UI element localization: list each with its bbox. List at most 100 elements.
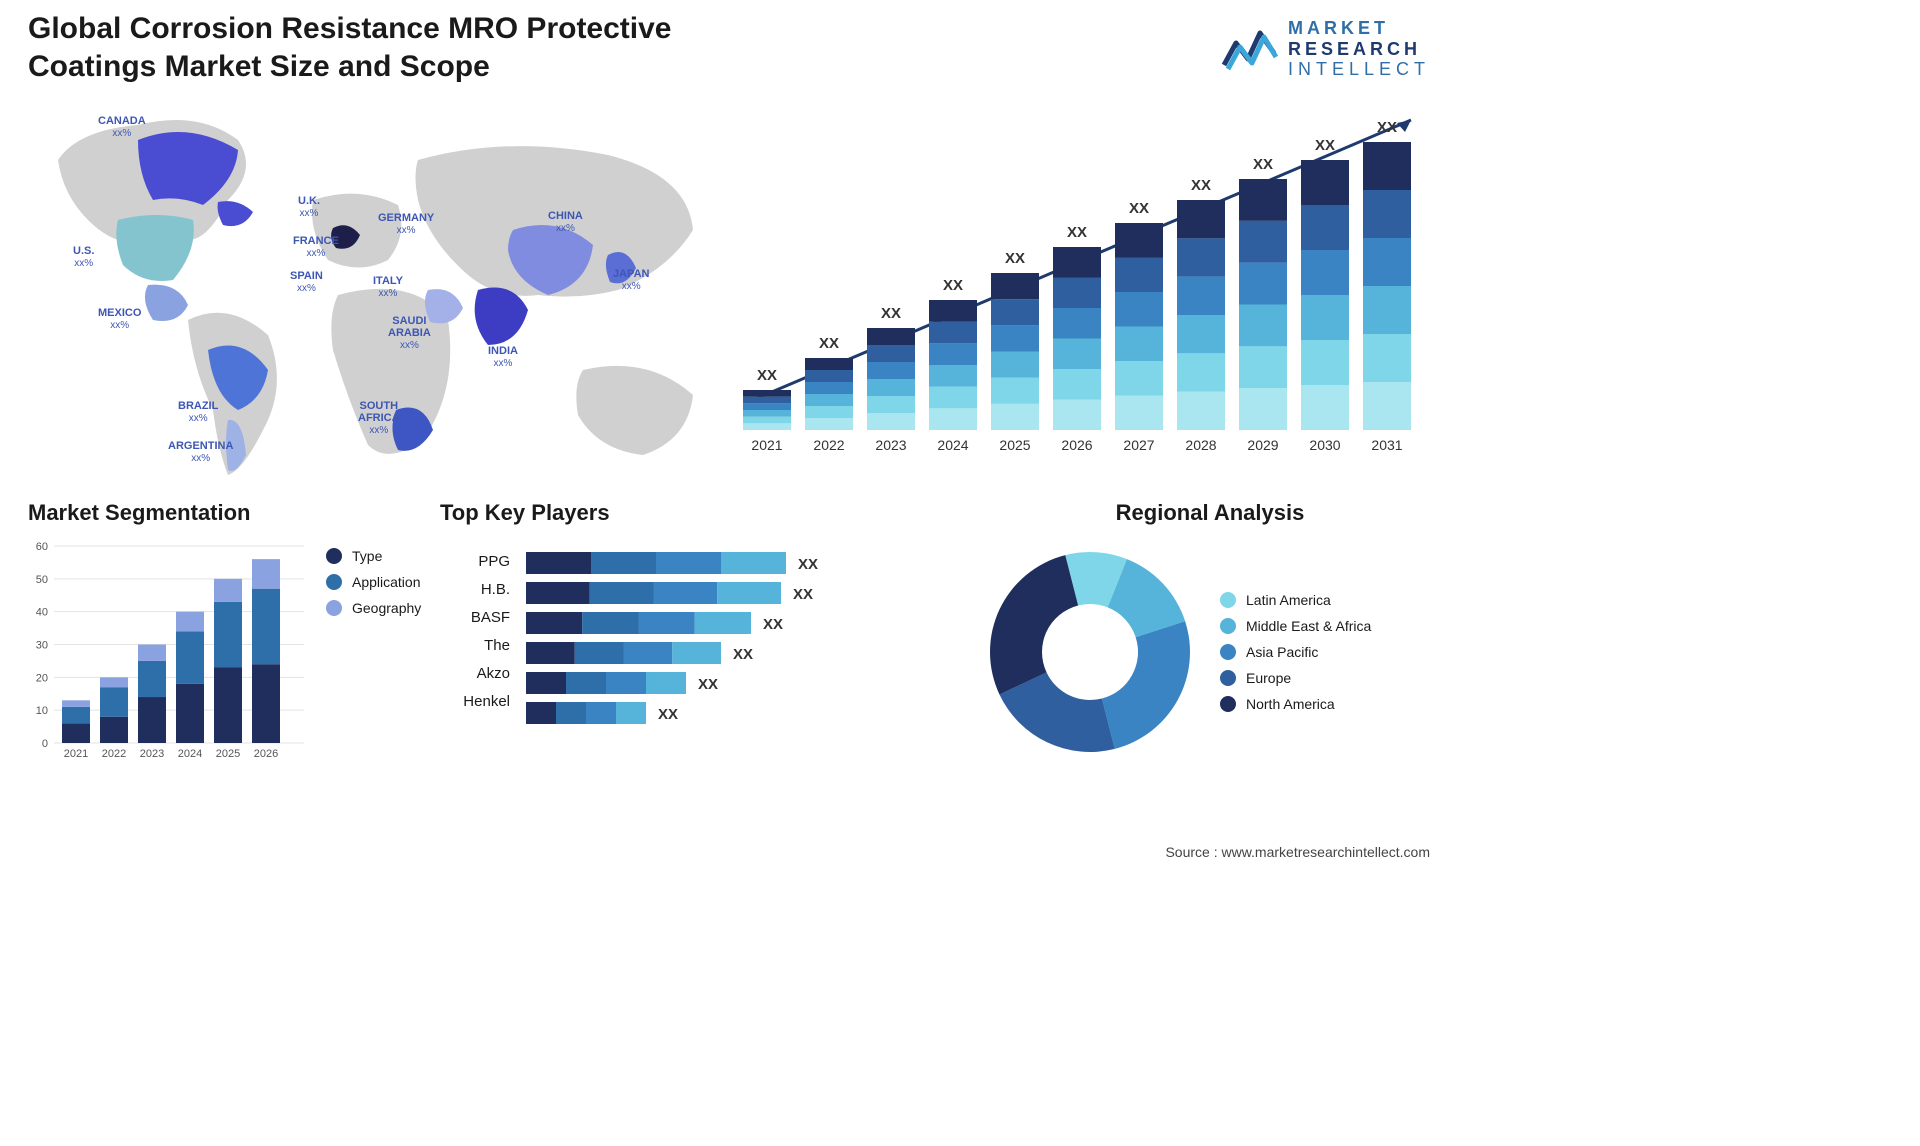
svg-text:2021: 2021 [751,437,782,453]
legend-swatch [326,574,342,590]
growth-chart: 2021 XX 2022 XX 2023 XX 2024 XX 2025 XX 2026 XX 2027… [735,100,1435,460]
svg-text:2022: 2022 [102,748,126,760]
map-label: U.K.xx% [298,195,320,219]
svg-text:2023: 2023 [875,437,906,453]
legend-swatch [1220,592,1236,608]
svg-text:40: 40 [36,607,48,619]
svg-text:2031: 2031 [1371,437,1402,453]
segmentation-title: Market Segmentation [28,500,438,526]
legend-label: Europe [1246,670,1291,686]
legend-swatch [1220,670,1236,686]
legend-swatch [1220,696,1236,712]
player-name: PPG [440,548,510,576]
regional-donut [980,542,1200,762]
segmentation-chart: 0102030405060202120222023202420252026 [28,538,308,766]
legend-label: Type [352,548,382,564]
svg-text:XX: XX [943,277,963,294]
players-section: Top Key Players PPGH.B.BASFTheAkzoHenkel… [440,500,960,738]
players-chart: XX XX XX XX XX XX [526,548,856,738]
map-label: FRANCExx% [293,235,339,259]
svg-text:2027: 2027 [1123,437,1154,453]
logo-line3: INTELLECT [1288,59,1430,80]
svg-text:2026: 2026 [254,748,278,760]
svg-text:2022: 2022 [813,437,844,453]
logo-line2: RESEARCH [1288,39,1430,60]
map-label: BRAZILxx% [178,400,218,424]
svg-text:2023: 2023 [140,748,164,760]
legend-item: North America [1220,696,1371,712]
map-label: CANADAxx% [98,115,146,139]
svg-text:XX: XX [1129,200,1149,217]
legend-swatch [1220,644,1236,660]
brand-logo: MARKET RESEARCH INTELLECT [1220,18,1430,80]
map-label: GERMANYxx% [378,212,434,236]
svg-text:XX: XX [733,646,753,663]
segmentation-legend: Type Application Geography [326,538,421,626]
svg-text:2021: 2021 [64,748,88,760]
svg-text:10: 10 [36,705,48,717]
svg-text:2025: 2025 [999,437,1030,453]
legend-swatch [326,600,342,616]
map-label: INDIAxx% [488,345,518,369]
svg-text:2028: 2028 [1185,437,1216,453]
legend-item: Type [326,548,421,564]
svg-text:2025: 2025 [216,748,240,760]
map-label: SPAINxx% [290,270,323,294]
svg-text:XX: XX [763,616,783,633]
map-label: SOUTHAFRICAxx% [358,400,400,436]
logo-icon [1220,25,1278,73]
regional-legend: Latin America Middle East & Africa Asia Pa… [1220,582,1371,722]
svg-text:2029: 2029 [1247,437,1278,453]
svg-text:XX: XX [798,556,818,573]
svg-text:2030: 2030 [1309,437,1340,453]
svg-text:50: 50 [36,574,48,586]
growth-chart-svg: 2021 XX 2022 XX 2023 XX 2024 XX 2025 XX 2026 XX 2027… [735,100,1435,470]
svg-text:0: 0 [42,738,48,750]
legend-item: Application [326,574,421,590]
svg-text:XX: XX [1005,250,1025,267]
player-name: Akzo [440,660,510,688]
svg-text:2024: 2024 [178,748,202,760]
map-label: CHINAxx% [548,210,583,234]
legend-label: Middle East & Africa [1246,618,1371,634]
svg-text:XX: XX [793,586,813,603]
map-label: JAPANxx% [613,268,649,292]
legend-label: Application [352,574,421,590]
svg-text:2026: 2026 [1061,437,1092,453]
legend-label: Latin America [1246,592,1331,608]
legend-item: Asia Pacific [1220,644,1371,660]
player-name: The [440,632,510,660]
map-label: SAUDIARABIAxx% [388,315,431,351]
svg-text:XX: XX [1315,137,1335,154]
legend-item: Geography [326,600,421,616]
players-names: PPGH.B.BASFTheAkzoHenkel [440,548,510,716]
legend-label: Asia Pacific [1246,644,1318,660]
legend-item: Europe [1220,670,1371,686]
svg-text:60: 60 [36,541,48,553]
world-map: CANADAxx%U.S.xx%MEXICOxx%BRAZILxx%ARGENT… [28,100,708,405]
regional-section: Regional Analysis Latin America Middle Ea… [980,500,1440,762]
player-name: BASF [440,604,510,632]
svg-text:XX: XX [698,676,718,693]
svg-text:XX: XX [881,305,901,322]
player-name: H.B. [440,576,510,604]
svg-text:XX: XX [658,706,678,723]
legend-label: North America [1246,696,1335,712]
regional-title: Regional Analysis [980,500,1440,526]
legend-swatch [1220,618,1236,634]
source-text: Source : www.marketresearchintellect.com [1165,844,1430,860]
legend-item: Middle East & Africa [1220,618,1371,634]
legend-label: Geography [352,600,421,616]
legend-swatch [326,548,342,564]
svg-text:30: 30 [36,640,48,652]
svg-text:XX: XX [1253,156,1273,173]
svg-text:XX: XX [757,367,777,384]
map-label: MEXICOxx% [98,307,141,331]
players-title: Top Key Players [440,500,960,526]
svg-text:2024: 2024 [937,437,968,453]
svg-text:XX: XX [1067,224,1087,241]
svg-text:XX: XX [1377,119,1397,136]
map-label: U.S.xx% [73,245,94,269]
page-title: Global Corrosion Resistance MRO Protecti… [28,10,788,85]
svg-text:XX: XX [1191,177,1211,194]
